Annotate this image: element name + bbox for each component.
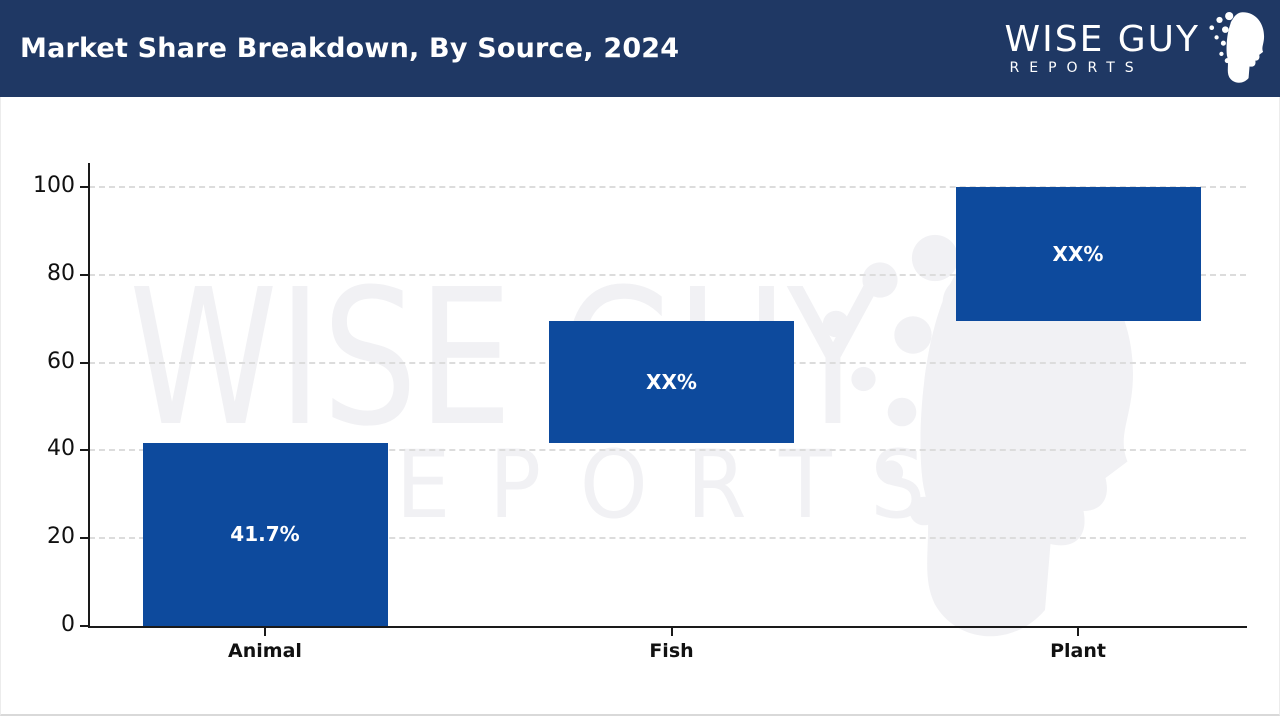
ytick-label-0: 0 bbox=[61, 612, 75, 637]
xtick-label-fish: Fish bbox=[649, 640, 694, 662]
bar-value-label: 41.7% bbox=[230, 522, 300, 547]
logo-wordmark-line2: REPORTS bbox=[1009, 59, 1144, 76]
ytick-40 bbox=[80, 449, 89, 452]
ytick-label-20: 20 bbox=[47, 524, 75, 550]
header-bar: Market Share Breakdown, By Source, 2024 … bbox=[0, 0, 1280, 97]
xtick-label-plant: Plant bbox=[1050, 640, 1106, 662]
logo-face-icon bbox=[1209, 11, 1265, 83]
gridline-20 bbox=[89, 537, 1246, 540]
ytick-60 bbox=[80, 361, 89, 364]
ytick-label-60: 60 bbox=[47, 348, 75, 374]
watermark-text-line2: REPORTS bbox=[297, 431, 964, 540]
chart-area: WISE GUY REPORTS 0 20 40 60 80 100 41.7% Animal… bbox=[0, 97, 1280, 716]
gridline-80 bbox=[89, 273, 1246, 276]
logo-wordmark-line1: WISE GUY bbox=[1004, 19, 1200, 61]
x-axis-spine bbox=[88, 626, 1247, 628]
bar-value-label: XX% bbox=[1052, 241, 1104, 266]
gridline-40 bbox=[89, 449, 1246, 452]
plot: 0 20 40 60 80 100 41.7% Animal XX% Fish XX% Plant bbox=[1, 97, 1279, 714]
ytick-label-40: 40 bbox=[47, 436, 75, 462]
ytick-label-100: 100 bbox=[33, 173, 75, 198]
xtick-label-animal: Animal bbox=[228, 640, 302, 662]
wiseguy-logo: WISE GUY REPORTS bbox=[1005, 10, 1267, 88]
bar-plant: XX% bbox=[955, 187, 1201, 321]
ytick-0 bbox=[80, 625, 89, 627]
ytick-20 bbox=[80, 537, 89, 540]
xtick-fish bbox=[670, 627, 673, 636]
bar-value-label: XX% bbox=[646, 369, 697, 394]
gridline-100 bbox=[89, 186, 1246, 188]
bar-animal: 41.7% bbox=[142, 442, 388, 626]
page-title: Market Share Breakdown, By Source, 2024 bbox=[20, 33, 680, 64]
watermark-face-icon bbox=[822, 234, 1133, 637]
ytick-100 bbox=[80, 186, 89, 188]
xtick-plant bbox=[1077, 627, 1079, 636]
ytick-label-80: 80 bbox=[47, 260, 75, 286]
ytick-80 bbox=[80, 273, 89, 276]
bar-fish: XX% bbox=[549, 320, 794, 443]
logo-wordmark: WISE GUY REPORTS bbox=[1005, 21, 1201, 76]
xtick-animal bbox=[264, 627, 266, 636]
y-axis-spine bbox=[88, 163, 90, 628]
